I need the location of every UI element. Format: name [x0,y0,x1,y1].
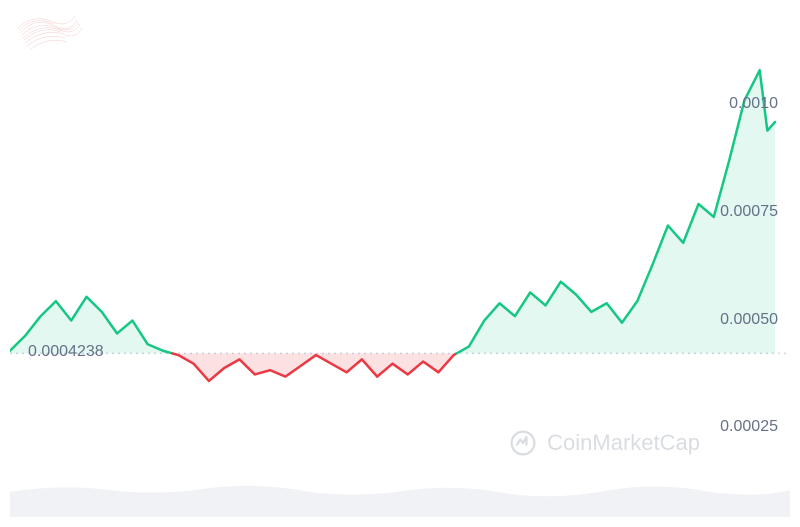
coinmarketcap-icon [509,429,537,457]
watermark-text: CoinMarketCap [547,430,700,456]
logo-region [15,8,85,63]
y-axis-label: 0.00075 [720,203,778,221]
baseline-value-label: 0.0004238 [28,343,104,361]
volume-area [10,472,790,517]
watermark: CoinMarketCap [509,429,700,457]
logo-scribble [15,8,85,63]
y-axis-label: 0.00025 [720,418,778,436]
y-axis-label: 0.0010 [729,95,778,113]
y-axis-label: 0.00050 [720,311,778,329]
